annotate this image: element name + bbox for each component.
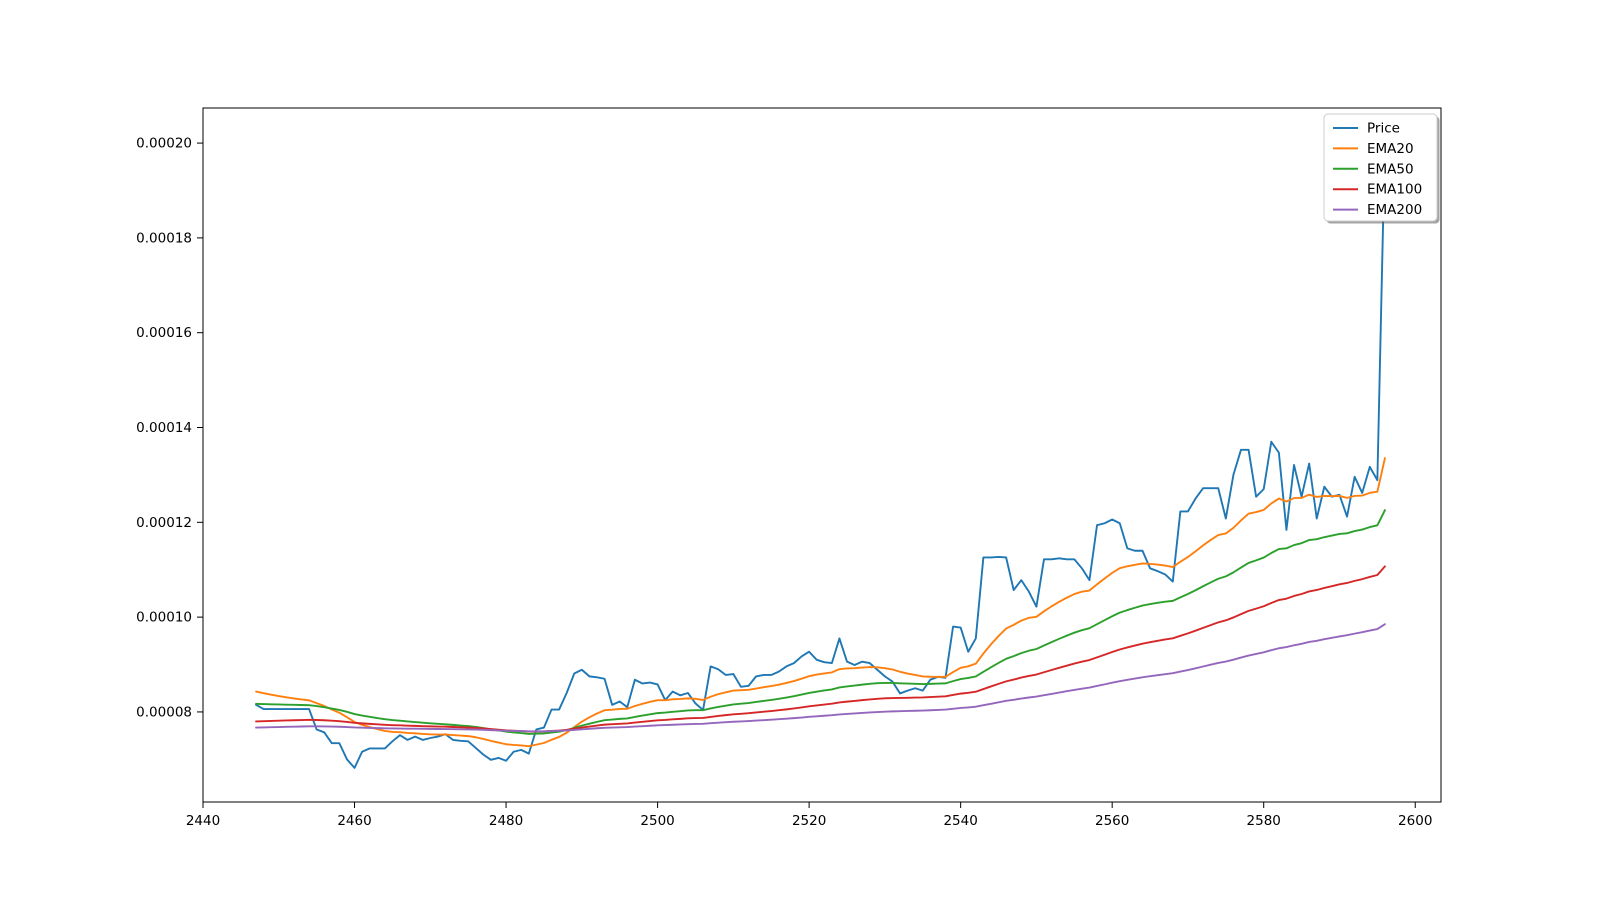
legend-item: Price [1333,121,1400,137]
legend-label: EMA50 [1367,161,1414,177]
x-tick-label: 2540 [943,813,977,829]
ema100-line [255,565,1386,733]
legend-label: EMA100 [1367,182,1422,198]
y-tick-label: 0.00014 [136,420,192,436]
legend: Price EMA20 EMA50 EMA100 EMA200 [1323,113,1440,224]
legend-item: EMA100 [1333,182,1422,198]
legend-item: EMA20 [1333,141,1414,157]
x-tick-label: 2440 [186,813,220,829]
x-tick-label: 2580 [1247,813,1281,829]
x-tick-label: 2600 [1398,813,1432,829]
y-tick-label: 0.00018 [136,230,192,246]
y-tick-label: 0.00012 [136,515,192,531]
plot-area [203,108,1441,802]
x-tick-label: 2500 [640,813,674,829]
legend-item: EMA50 [1333,161,1414,177]
axes-border [202,107,1442,803]
ema50-line [255,509,1386,735]
y-tick-label: 0.00020 [136,136,192,152]
x-tick-label: 2560 [1095,813,1129,829]
ema20-line [255,457,1386,748]
axes-spines [202,107,1442,803]
ema200-line [255,623,1386,733]
legend-item: EMA200 [1333,202,1422,218]
x-tick-label: 2480 [489,813,523,829]
legend-label: EMA20 [1367,141,1414,157]
y-axis: 0.00008 0.00010 0.00012 0.00014 0.00016 0.000… [136,136,203,720]
legend-box [1323,113,1438,222]
x-axis: 2440 2460 2480 2500 2520 2540 2560 2580 2600 [186,802,1432,829]
y-tick-label: 0.00010 [136,610,192,626]
series-lines [255,138,1386,769]
legend-label: EMA200 [1367,202,1422,218]
x-tick-label: 2520 [792,813,826,829]
y-tick-label: 0.00016 [136,325,192,341]
legend-label: Price [1367,121,1400,137]
x-tick-label: 2460 [337,813,371,829]
y-tick-label: 0.00008 [136,704,192,720]
plot-background [203,108,1441,802]
